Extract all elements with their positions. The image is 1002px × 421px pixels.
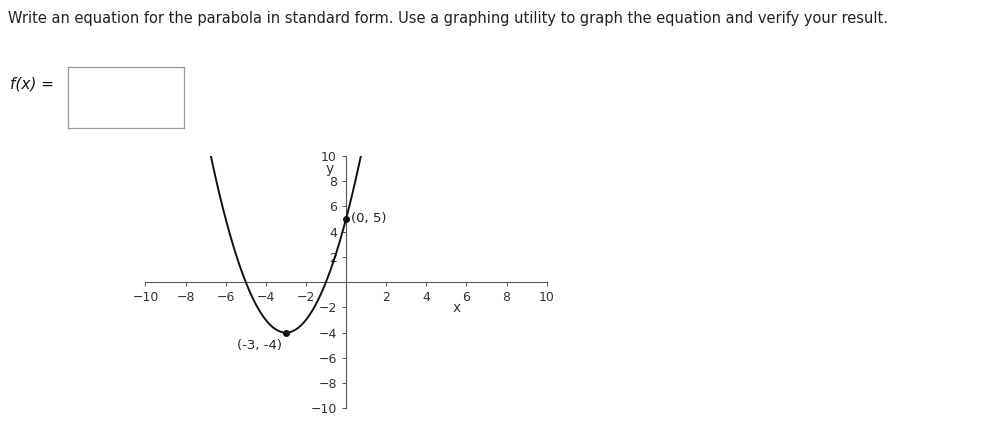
Text: Write an equation for the parabola in standard form. Use a graphing utility to g: Write an equation for the parabola in st… — [8, 11, 887, 26]
Text: x: x — [452, 301, 460, 315]
Text: y: y — [326, 162, 334, 176]
Text: (-3, -4): (-3, -4) — [236, 339, 282, 352]
Text: (0, 5): (0, 5) — [351, 213, 386, 225]
Text: f(x) =: f(x) = — [10, 77, 54, 92]
